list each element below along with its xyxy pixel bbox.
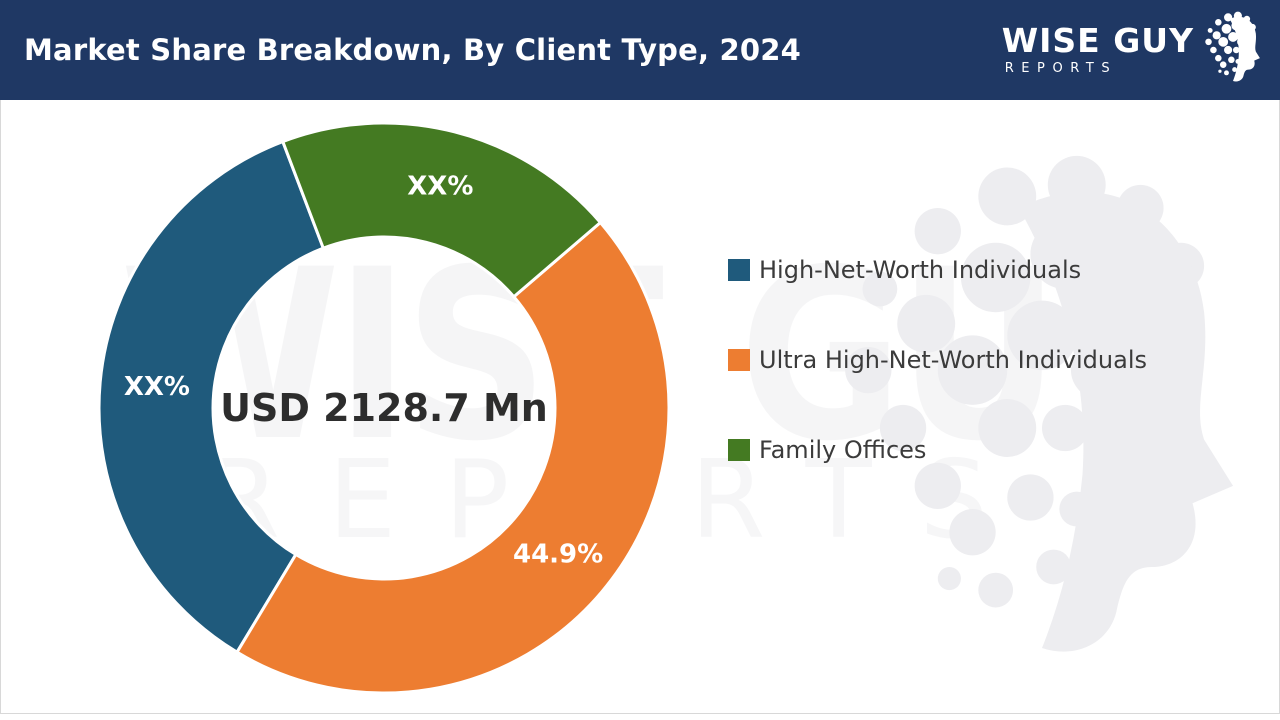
logo-line2: REPORTS <box>1004 61 1118 77</box>
legend-label: Ultra High-Net-Worth Individuals <box>759 346 1147 374</box>
legend-item-0: High-Net-Worth Individuals <box>728 246 1147 294</box>
logo-face-icon <box>1205 11 1260 82</box>
pie-slice-1 <box>235 221 671 695</box>
logo-line1: WISE GUY <box>1001 20 1194 60</box>
legend-label: Family Offices <box>759 436 927 464</box>
page-title: Market Share Breakdown, By Client Type, … <box>24 33 802 67</box>
legend-item-2: Family Offices <box>728 426 1147 474</box>
legend-swatch-icon <box>728 349 750 371</box>
slice-label-1: 44.9% <box>513 540 603 570</box>
logo-text: WISE GUY REPORTS <box>1001 20 1194 77</box>
legend-item-1: Ultra High-Net-Worth Individuals <box>728 336 1147 384</box>
slice-label-0: XX% <box>124 372 190 402</box>
wise-guy-reports-logo: WISE GUY REPORTS <box>1002 8 1264 92</box>
legend-label: High-Net-Worth Individuals <box>759 256 1082 284</box>
legend-swatch-icon <box>728 259 750 281</box>
chart-center-value: USD 2128.7 Mn <box>220 386 548 430</box>
donut-chart: XX% 44.9% XX% <box>97 121 671 695</box>
pie-slice-2 <box>281 121 602 299</box>
chart-legend: High-Net-Worth Individuals Ultra High-Net… <box>728 246 1147 516</box>
header-bar: Market Share Breakdown, By Client Type, … <box>0 0 1280 100</box>
pie-slice-0 <box>97 140 325 654</box>
legend-swatch-icon <box>728 439 750 461</box>
slice-label-2: XX% <box>407 172 473 202</box>
